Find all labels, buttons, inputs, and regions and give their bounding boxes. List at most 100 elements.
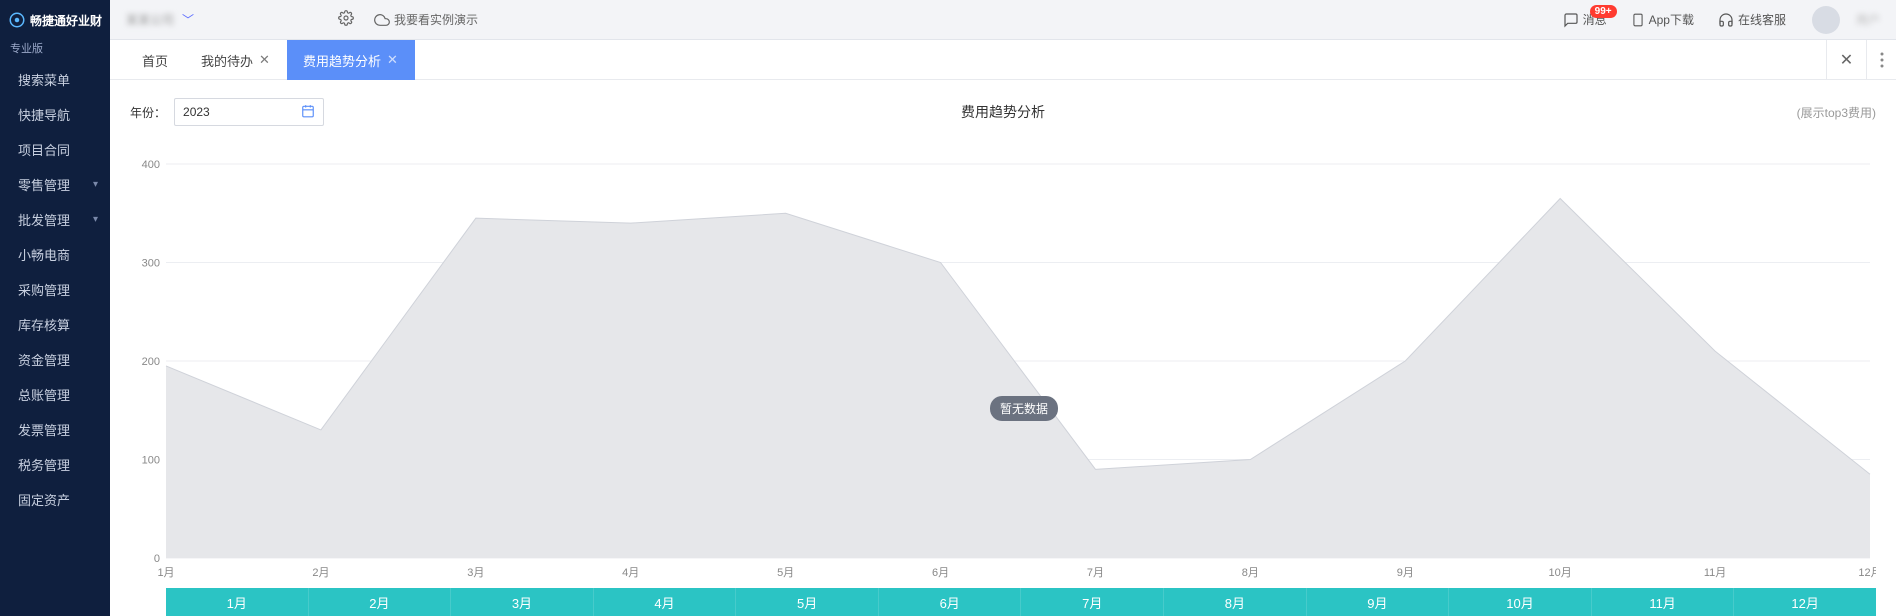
sidebar-item-label: 快捷导航 [18,105,70,124]
area-chart-svg: 01002003004001月2月3月4月5月6月7月8月9月10月11月12月 [130,158,1876,582]
sidebar-item-1[interactable]: 快捷导航 [0,97,110,132]
svg-text:9月: 9月 [1397,567,1414,579]
svg-text:7月: 7月 [1087,567,1104,579]
refresh-icon [1880,52,1884,68]
sidebar-item-label: 采购管理 [18,280,70,299]
close-icon[interactable]: ✕ [387,52,398,68]
edition-label: 专业版 [0,40,110,62]
month-cell-10[interactable]: 11月 [1591,588,1734,616]
svg-text:400: 400 [142,159,160,171]
svg-text:11月: 11月 [1704,567,1726,579]
sidebar-item-3[interactable]: 零售管理▾ [0,167,110,202]
month-cell-9[interactable]: 10月 [1448,588,1591,616]
svg-text:0: 0 [154,553,160,565]
sidebar-item-label: 零售管理 [18,175,70,194]
tab-0[interactable]: 首页 [126,40,185,80]
chart: 01002003004001月2月3月4月5月6月7月8月9月10月11月12月… [130,158,1876,582]
month-cell-1[interactable]: 2月 [308,588,451,616]
chevron-down-icon: ﹀ [182,11,194,28]
sidebar-item-6[interactable]: 采购管理 [0,272,110,307]
tabbar: 首页 我的待办 ✕ 费用趋势分析 ✕ ✕ [110,40,1896,80]
month-cell-6[interactable]: 7月 [1020,588,1163,616]
filter-row: 年份： 2023 费用趋势分析 (展示top3费用) [130,96,1876,128]
message-icon [1563,12,1579,28]
sidebar-item-4[interactable]: 批发管理 ▾ [0,202,110,237]
month-cell-0[interactable]: 1月 [166,588,308,616]
close-all-tabs-button[interactable]: ✕ [1826,40,1866,80]
avatar[interactable] [1812,6,1840,34]
svg-text:8月: 8月 [1242,567,1259,579]
svg-text:6月: 6月 [932,567,949,579]
refresh-button[interactable] [1866,40,1896,80]
svg-text:3月: 3月 [467,567,484,579]
sidebar-item-2[interactable]: 项目合同 [0,132,110,167]
sidebar-item-9[interactable]: 总账管理 [0,377,110,412]
app-download-button[interactable]: App下载 [1625,11,1700,28]
sidebar-item-label: 发票管理 [18,420,70,439]
sidebar-item-label: 批发管理 [18,210,70,229]
sidebar-item-label: 库存核算 [18,315,70,334]
settings-icon[interactable] [338,10,354,29]
logo: 畅捷通好业财 [0,0,110,40]
chart-title: 费用趋势分析 [961,102,1045,122]
sidebar-item-label: 总账管理 [18,385,70,404]
month-cell-4[interactable]: 5月 [735,588,878,616]
customer-service-button[interactable]: 在线客服 [1712,11,1792,28]
topbar: 某某公司 ﹀ 我要看实例演示 消息 99+ App下载 在线客服 用户 [110,0,1896,40]
svg-text:200: 200 [142,356,160,368]
headset-icon [1718,12,1734,28]
chart-note: (展示top3费用) [1797,104,1876,121]
messages-button[interactable]: 消息 99+ [1557,11,1613,28]
brand-name: 畅捷通好业财 [30,12,102,29]
svg-text:1月: 1月 [157,567,174,579]
tab-1[interactable]: 我的待办 ✕ [185,40,287,80]
close-icon[interactable]: ✕ [259,52,270,68]
tab-label: 费用趋势分析 [303,51,381,70]
sidebar-item-5[interactable]: 小畅电商 [0,237,110,272]
month-footer: 1月2月3月4月5月6月7月8月9月10月11月12月 [166,588,1876,616]
org-selector[interactable]: 某某公司 ﹀ [126,11,326,28]
month-cell-7[interactable]: 8月 [1163,588,1306,616]
sidebar-item-label: 搜索菜单 [18,70,70,89]
sidebar-item-8[interactable]: 资金管理 [0,342,110,377]
svg-text:100: 100 [142,455,160,467]
month-cell-5[interactable]: 6月 [878,588,1021,616]
svg-text:5月: 5月 [777,567,794,579]
sidebar-item-10[interactable]: 发票管理 [0,412,110,447]
year-label: 年份： [130,104,166,121]
sidebar-item-7[interactable]: 库存核算 [0,307,110,342]
svg-text:2月: 2月 [312,567,329,579]
nav-list: 搜索菜单快捷导航项目合同零售管理▾ 批发管理 ▾ 小畅电商采购管理库存核算资金管理总账… [0,62,110,517]
svg-text:10月: 10月 [1549,567,1572,579]
year-value: 2023 [183,105,210,119]
tab-label: 首页 [142,51,168,70]
month-cell-2[interactable]: 3月 [450,588,593,616]
content-area: 年份： 2023 费用趋势分析 (展示top3费用) 0100200300400… [110,80,1896,616]
demo-label: 我要看实例演示 [394,11,478,28]
sidebar-item-12[interactable]: 固定资产 [0,482,110,517]
svg-text:12月: 12月 [1858,567,1876,579]
tab-label: 我的待办 [201,51,253,70]
service-label: 在线客服 [1738,11,1786,28]
sidebar-item-0[interactable]: 搜索菜单 [0,62,110,97]
sidebar-item-label: 资金管理 [18,350,70,369]
tab-2[interactable]: 费用趋势分析 ✕ [287,40,415,80]
calendar-icon [301,104,315,121]
sidebar-item-11[interactable]: 税务管理 [0,447,110,482]
sidebar-item-label: 项目合同 [18,140,70,159]
app-label: App下载 [1649,11,1694,28]
user-name: 用户 [1856,11,1880,28]
logo-icon [8,11,26,29]
svg-text:4月: 4月 [622,567,639,579]
org-name: 某某公司 [126,11,174,28]
month-cell-3[interactable]: 4月 [593,588,736,616]
sidebar-item-label: 小畅电商 [18,245,70,264]
message-badge: 99+ [1590,5,1617,18]
sidebar-item-label: 税务管理 [18,455,70,474]
month-cell-8[interactable]: 9月 [1306,588,1449,616]
demo-link[interactable]: 我要看实例演示 [374,11,478,28]
chevron-down-icon: ▾ [93,214,98,225]
month-cell-11[interactable]: 12月 [1733,588,1876,616]
sidebar: 畅捷通好业财 专业版 搜索菜单快捷导航项目合同零售管理▾ 批发管理 ▾ 小畅电商采购管… [0,0,110,616]
year-picker[interactable]: 2023 [174,98,324,126]
